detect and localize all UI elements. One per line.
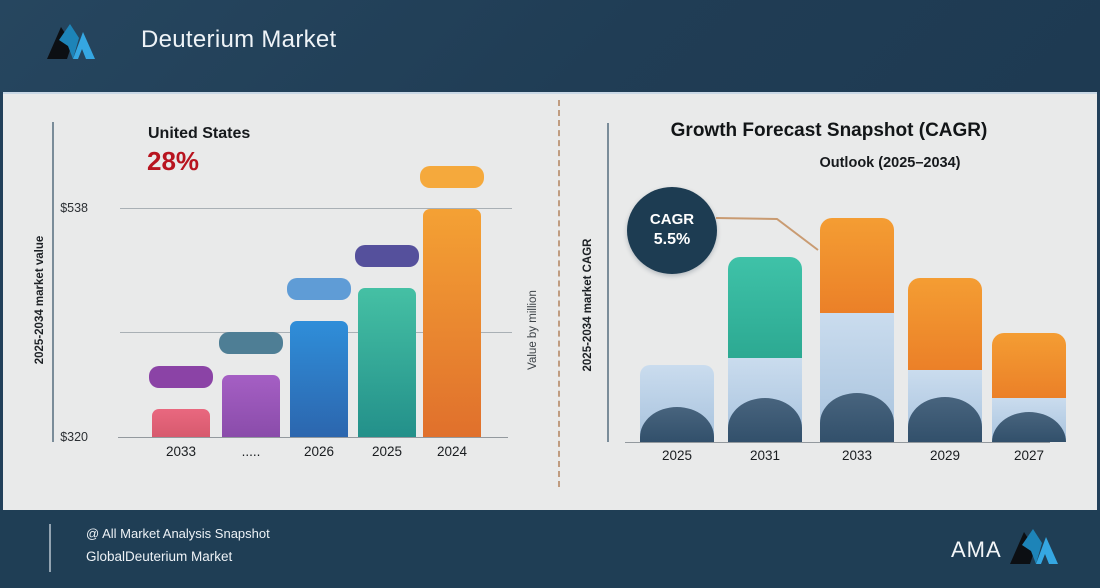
footer-text: @ All Market Analysis Snapshot GlobalDeu…: [86, 526, 270, 564]
footer-divider-line: [49, 524, 51, 572]
cagr-badge: CAGR 5.5%: [627, 187, 717, 274]
right-chart-subtitle: Outlook (2025–2034): [819, 155, 961, 171]
left-chart-y-axis-title: 2025-2034 market value: [34, 235, 46, 365]
ama-logo-icon: [47, 24, 95, 59]
footer-brand: AMA: [951, 537, 1002, 562]
value-callout: 538: [827, 243, 856, 262]
footer-report-name: GlobalDeuterium Market: [86, 549, 233, 564]
left-chart-right-axis-label: Value by million: [527, 290, 539, 370]
header: Deuterium Market: [0, 0, 1100, 92]
left-chart-highlight-value: 28%: [147, 146, 200, 176]
cagr-badge-value: 5.5%: [653, 230, 691, 248]
ama-logo-footer-icon: [1010, 529, 1058, 564]
cagr-badge-label: CAGR: [649, 211, 695, 229]
left-chart-title: United States: [148, 125, 251, 142]
page-title: Deuterium Market: [141, 26, 337, 53]
right-chart-title: Growth Forecast Snapshot (CAGR): [670, 120, 988, 141]
footer: @ All Market Analysis Snapshot GlobalDeu…: [0, 510, 1100, 588]
right-chart-y-axis-title: 2025-2034 market CAGR: [582, 238, 594, 372]
footer-attribution: @ All Market Analysis Snapshot: [86, 526, 270, 541]
panel-divider: [558, 100, 560, 487]
